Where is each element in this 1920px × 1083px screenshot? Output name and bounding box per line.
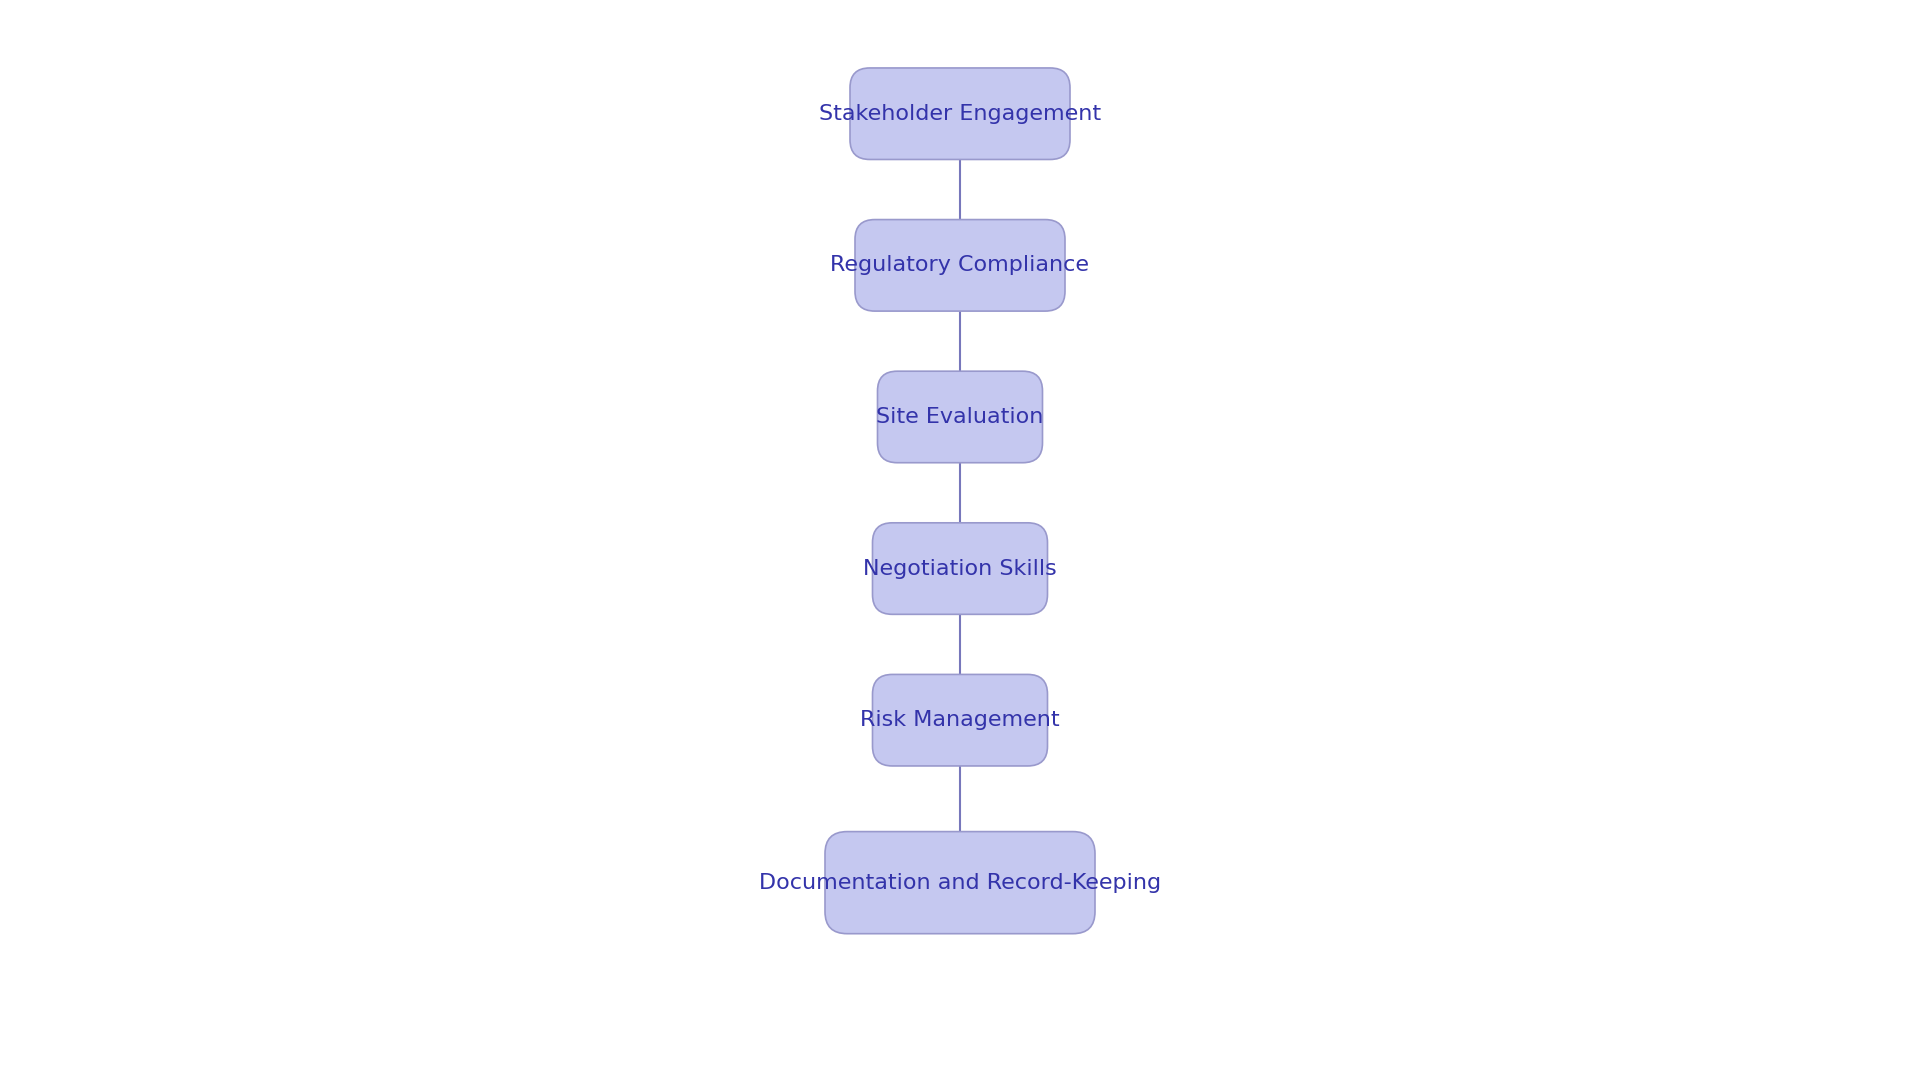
Text: Site Evaluation: Site Evaluation — [876, 407, 1044, 427]
FancyBboxPatch shape — [851, 68, 1069, 159]
Text: Regulatory Compliance: Regulatory Compliance — [831, 256, 1089, 275]
FancyBboxPatch shape — [877, 371, 1043, 462]
FancyBboxPatch shape — [872, 523, 1048, 614]
FancyBboxPatch shape — [826, 832, 1094, 934]
Text: Stakeholder Engagement: Stakeholder Engagement — [820, 104, 1100, 123]
Text: Negotiation Skills: Negotiation Skills — [864, 559, 1056, 578]
FancyBboxPatch shape — [854, 220, 1066, 311]
Text: Documentation and Record-Keeping: Documentation and Record-Keeping — [758, 873, 1162, 892]
FancyBboxPatch shape — [872, 675, 1048, 766]
Text: Risk Management: Risk Management — [860, 710, 1060, 730]
